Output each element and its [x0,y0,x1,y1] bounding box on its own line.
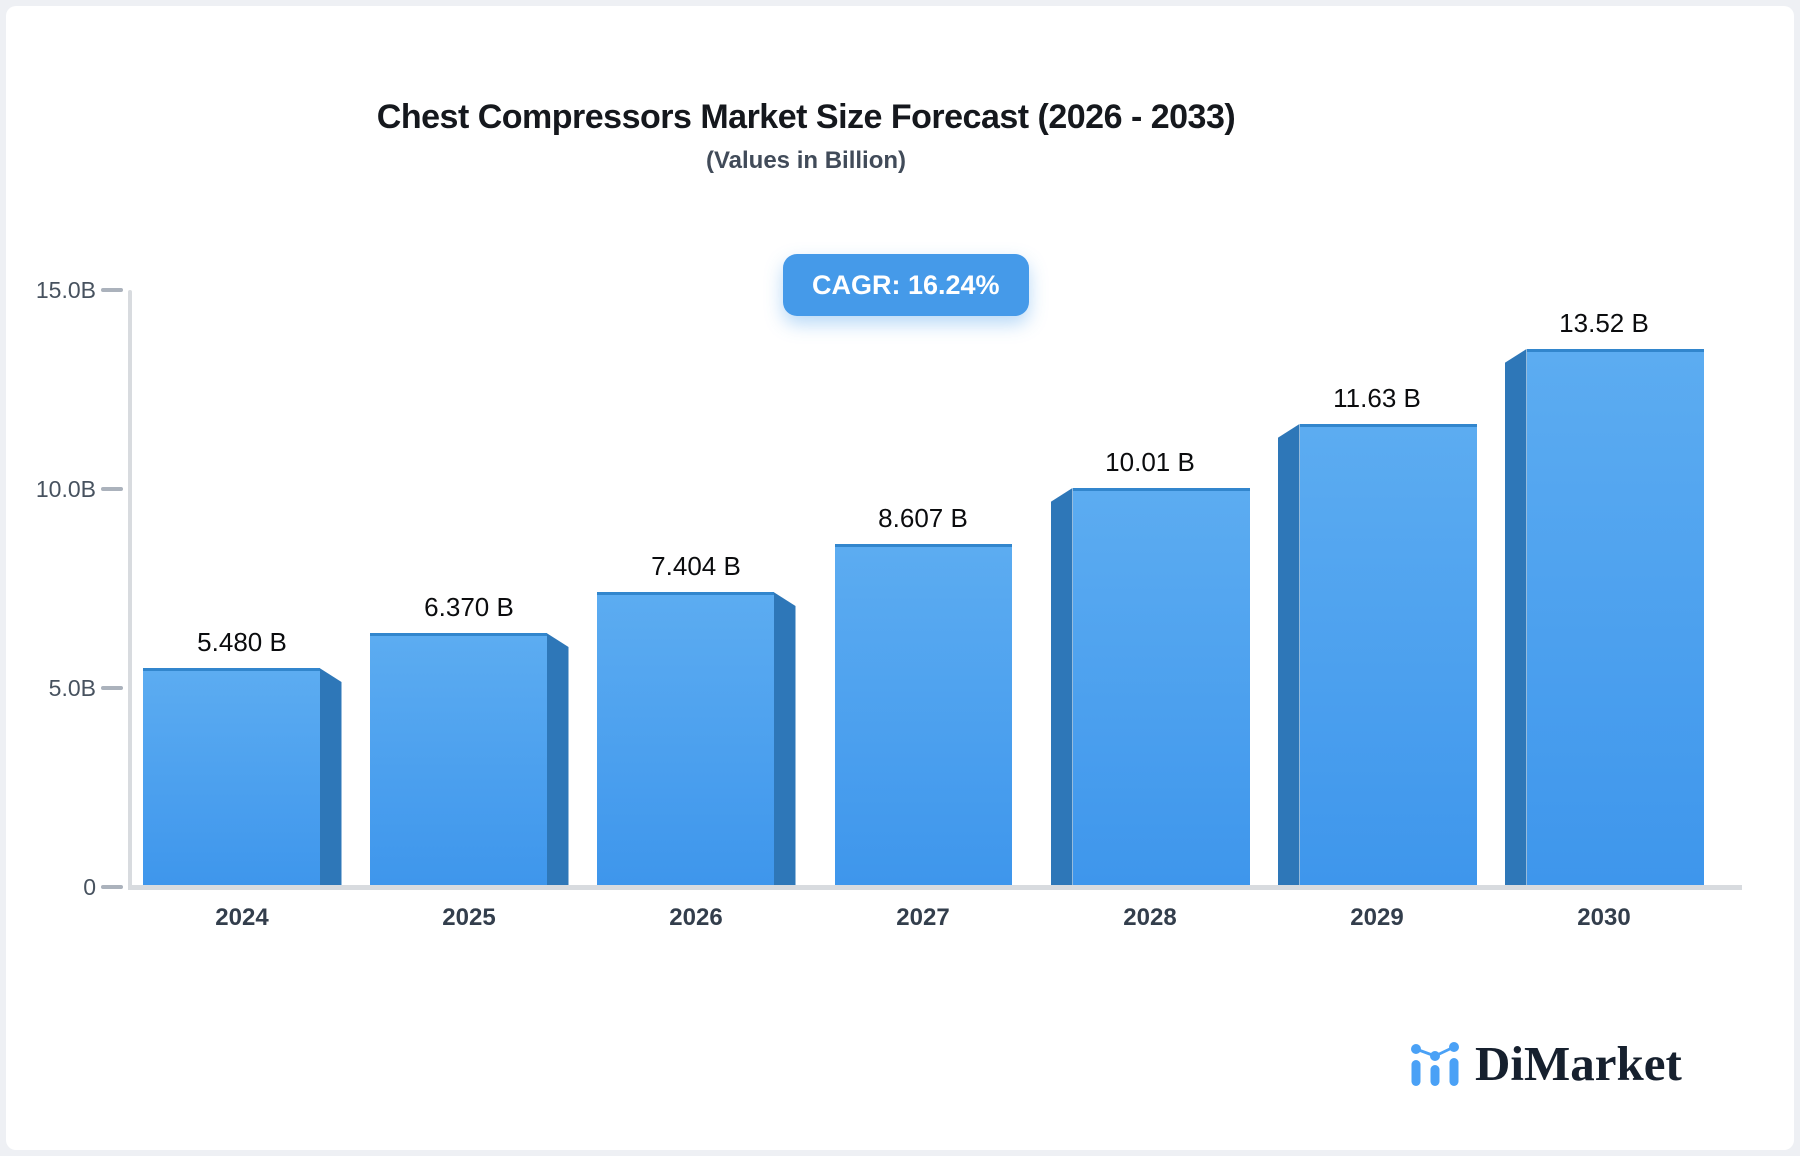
bar-face [1299,424,1477,886]
chart-title: Chest Compressors Market Size Forecast (… [376,98,1236,136]
x-tick-label-2030: 2030 [1577,904,1631,931]
bar-3d-side [546,633,569,886]
y-tick-label-0: 0 [83,874,96,900]
x-tick-label-2027: 2027 [896,904,950,931]
x-axis-baseline [128,885,1742,890]
bar-face [1072,488,1250,886]
y-tick-dash [101,885,123,889]
y-tick-label-10.0B: 10.0B [35,476,96,502]
mini-bar-chart-icon [1411,1042,1459,1086]
bar-face [369,633,547,886]
bar-face [834,544,1012,886]
bar-2029 [1277,424,1477,886]
y-axis-line [128,290,132,887]
bar-3d-side [1050,488,1073,886]
plot-area: 5.480 B 6.370 B 7.404 B 8.607 B 10.01 B 11.63… [130,290,1742,886]
y-tick-dash [101,288,123,292]
bar-face [1526,349,1704,886]
bar-face [596,592,774,886]
bar-value-label-2026: 7.404 B [651,551,741,581]
x-tick-label-2024: 2024 [215,904,269,931]
y-tick-dash [101,487,123,491]
x-tick-label-2026: 2026 [669,904,723,931]
bar-value-label-2029: 11.63 B [1333,383,1421,413]
bar-2024 [142,668,342,886]
y-tick-label-15.0B: 15.0B [35,277,96,303]
bar-value-label-2024: 5.480 B [197,627,287,657]
x-tick-label-2025: 2025 [442,904,496,931]
y-tick-label-5.0B: 5.0B [48,675,96,701]
bar-2025 [369,633,569,886]
bar-2026 [596,592,796,886]
bar-value-label-2027: 8.607 B [878,503,968,533]
bar-2030 [1504,349,1704,886]
bar-value-label-2028: 10.01 B [1105,447,1195,477]
bar-3d-side [319,668,342,886]
cagr-badge: CAGR: 16.24% [783,254,1029,316]
bar-2027 [834,544,1012,886]
dimarket-logo: DiMarket [1408,1036,1682,1092]
x-tick-label-2028: 2028 [1123,904,1177,931]
y-tick-dash [101,686,123,690]
chart-header: Chest Compressors Market Size Forecast (… [0,96,1612,176]
bar-face [142,668,320,886]
x-tick-label-2029: 2029 [1350,904,1404,931]
bar-3d-side [1504,349,1527,886]
bar-value-label-2025: 6.370 B [424,592,514,622]
bar-2028 [1050,488,1250,886]
chart-subtitle: (Values in Billion) [705,147,907,174]
bar-value-label-2030: 13.52 B [1559,308,1649,338]
bar-3d-side [773,592,796,886]
logo-text: DiMarket [1475,1036,1682,1091]
bar-3d-side [1277,424,1300,886]
